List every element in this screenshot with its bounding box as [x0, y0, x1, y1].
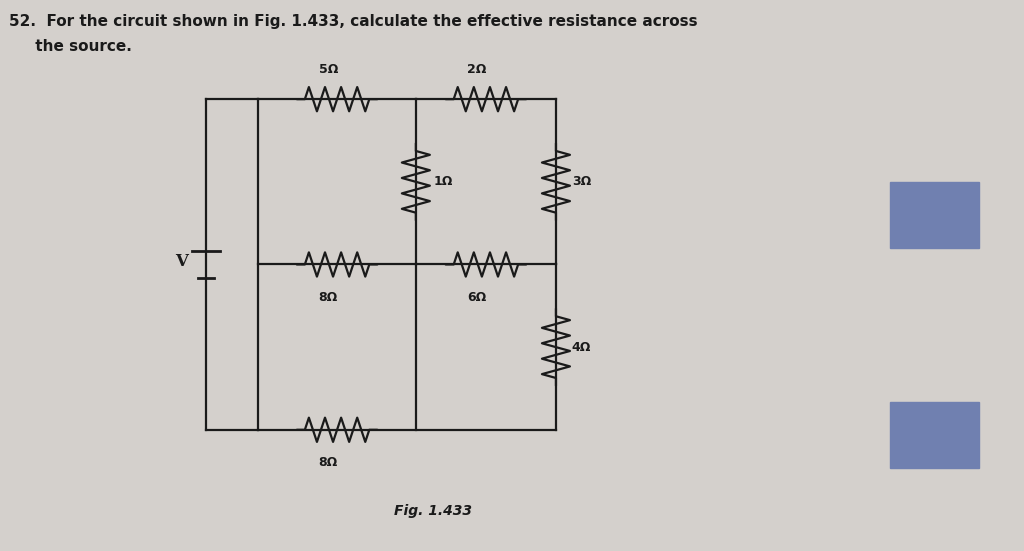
Text: Fig. 1.433: Fig. 1.433 [394, 504, 472, 518]
Text: the source.: the source. [9, 39, 132, 53]
Text: 2Ω: 2Ω [468, 63, 486, 76]
Text: 4Ω: 4Ω [571, 341, 591, 354]
Text: 3Ω: 3Ω [571, 175, 591, 188]
Bar [890, 402, 979, 468]
Text: 5Ω: 5Ω [318, 63, 338, 76]
Text: V: V [175, 253, 187, 270]
Text: 52.  For the circuit shown in Fig. 1.433, calculate the effective resistance acr: 52. For the circuit shown in Fig. 1.433,… [9, 14, 697, 29]
Text: 1Ω: 1Ω [433, 175, 453, 188]
Bar [890, 182, 979, 248]
Text: 8Ω: 8Ω [318, 291, 338, 304]
Text: 8Ω: 8Ω [318, 456, 338, 469]
Text: 6Ω: 6Ω [468, 291, 486, 304]
